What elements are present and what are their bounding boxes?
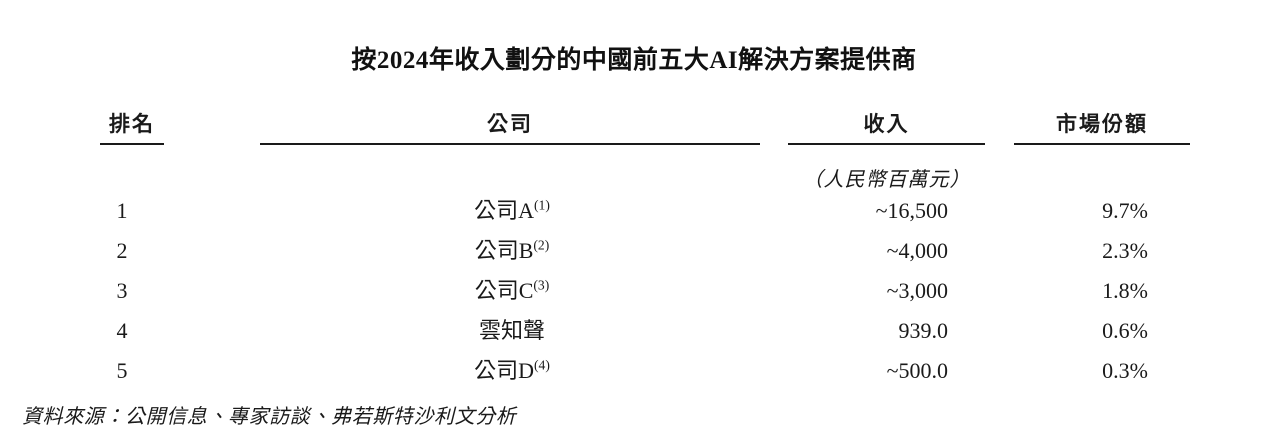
revenue-unit-note: （人民幣百萬元） — [802, 169, 971, 191]
company-name: 公司A — [474, 198, 534, 223]
company-name: 公司C — [474, 278, 534, 303]
header-rule-rank — [100, 143, 164, 145]
cell-revenue: ~500.0 — [886, 358, 948, 383]
column-header-revenue: 收入 — [863, 112, 910, 136]
cell-market-share: 0.6% — [1102, 318, 1148, 343]
cell-rank: 3 — [116, 278, 128, 303]
footnote-marker: (4) — [534, 357, 550, 373]
header-rule-company — [260, 143, 760, 145]
cell-company: 雲知聲 — [262, 320, 762, 342]
header-rule-revenue — [788, 143, 985, 145]
cell-rank: 5 — [116, 358, 128, 383]
company-name: 雲知聲 — [478, 318, 545, 343]
header-rule-market-share — [1014, 143, 1190, 145]
source-note: 資料來源：公開信息、專家訪談、弗若斯特沙利文分析 — [22, 406, 517, 428]
cell-rank: 2 — [116, 238, 128, 263]
cell-market-share: 0.3% — [1102, 358, 1148, 383]
company-name: 公司B — [474, 238, 534, 263]
cell-revenue: 939.0 — [898, 318, 949, 343]
cell-revenue: ~4,000 — [886, 238, 948, 263]
footnote-marker: (3) — [533, 277, 550, 293]
cell-market-share: 2.3% — [1102, 238, 1148, 263]
cell-company: 公司B(2) — [262, 237, 762, 263]
cell-company: 公司D(4) — [262, 357, 762, 383]
column-header-market-share: 市場份額 — [1056, 112, 1148, 136]
cell-revenue: ~16,500 — [875, 198, 948, 223]
cell-revenue: ~3,000 — [886, 278, 948, 303]
column-header-company: 公司 — [487, 112, 533, 136]
cell-market-share: 1.8% — [1102, 278, 1148, 303]
cell-rank: 1 — [116, 198, 128, 223]
column-header-rank: 排名 — [109, 112, 155, 136]
page-title: 按2024年收入劃分的中國前五大AI解決方案提供商 — [351, 47, 917, 74]
cell-company: 公司A(1) — [262, 197, 762, 223]
cell-company: 公司C(3) — [262, 277, 762, 303]
cell-rank: 4 — [116, 318, 128, 343]
footnote-marker: (1) — [534, 197, 550, 213]
footnote-marker: (2) — [533, 237, 550, 253]
cell-market-share: 9.7% — [1102, 198, 1148, 223]
company-name: 公司D — [474, 358, 534, 383]
